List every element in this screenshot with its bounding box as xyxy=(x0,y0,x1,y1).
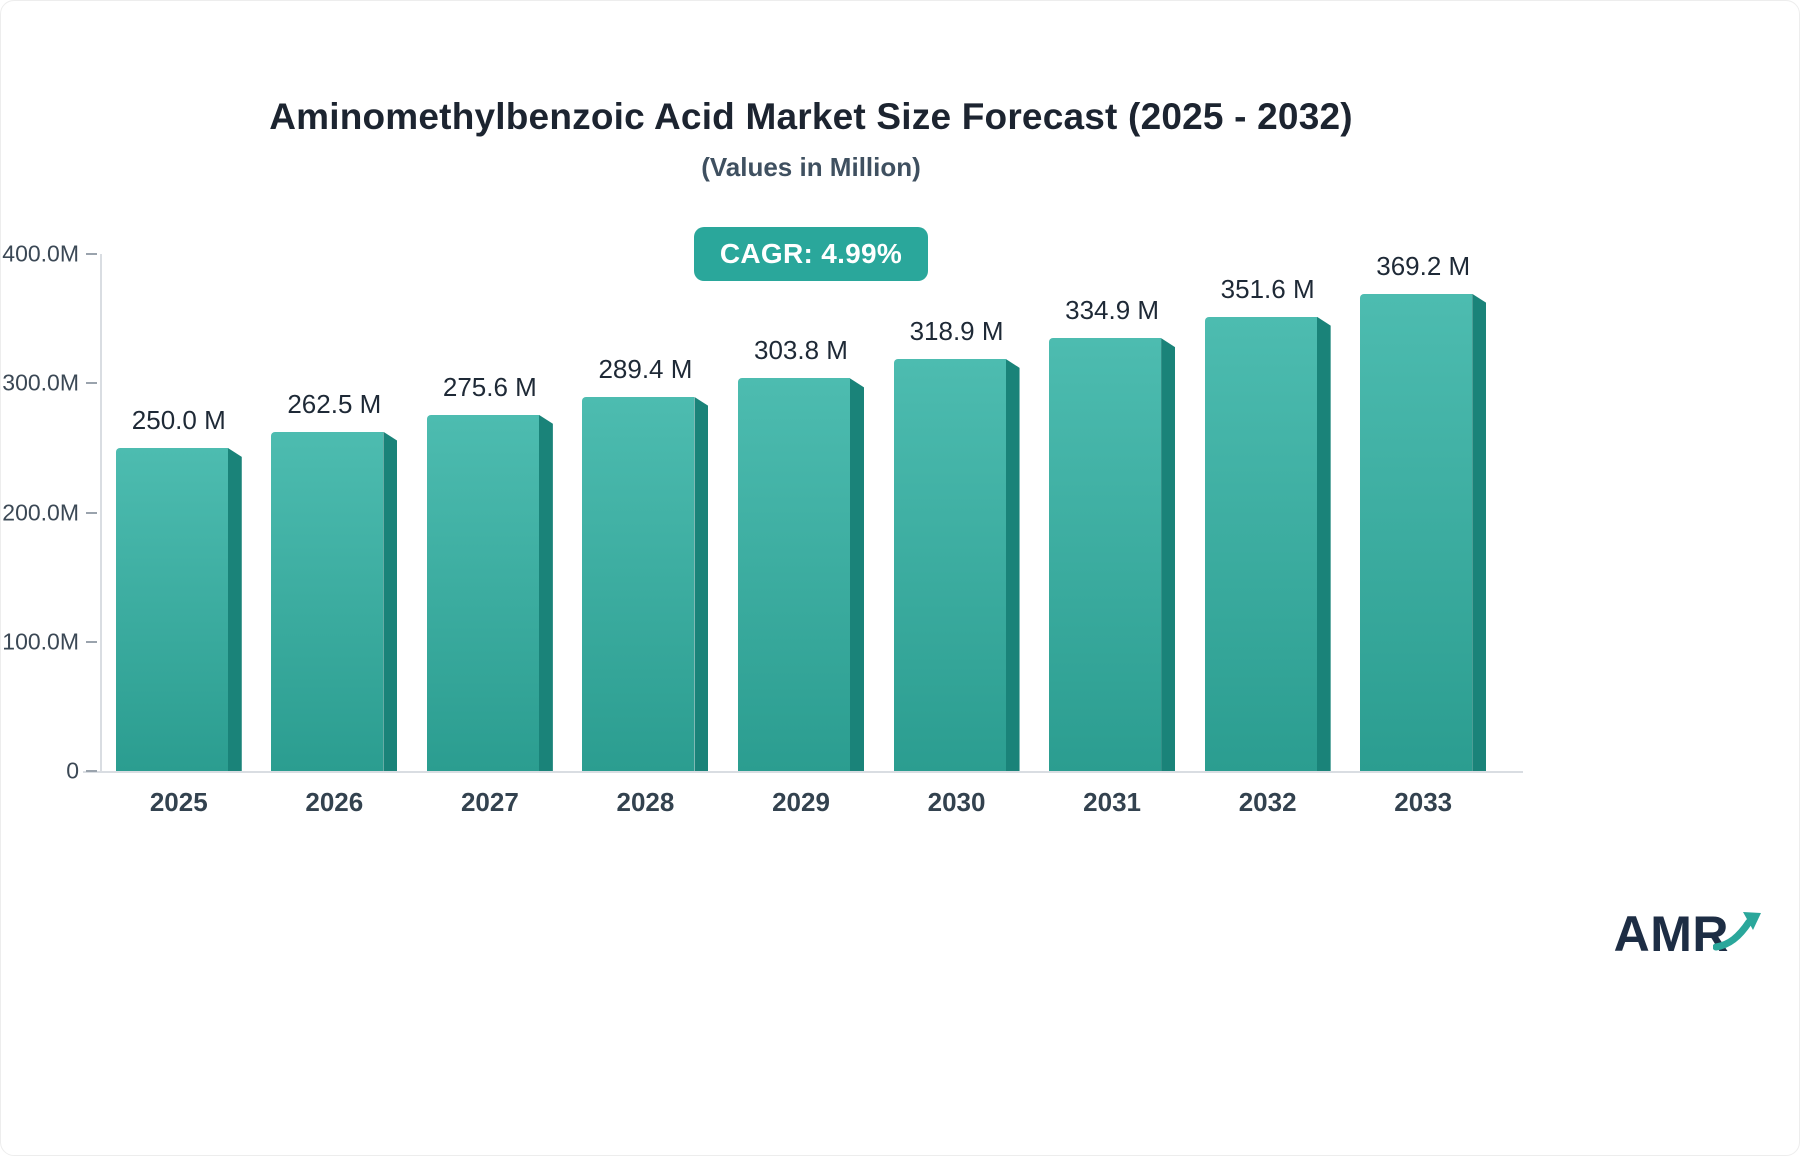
bar-side-shadow xyxy=(850,378,864,771)
bar-face xyxy=(1360,293,1473,771)
bar xyxy=(115,447,242,771)
x-tick-label: 2027 xyxy=(460,787,519,817)
bar xyxy=(271,431,398,771)
x-tick-label: 2033 xyxy=(1394,787,1453,817)
bar xyxy=(1049,338,1176,771)
bar xyxy=(1204,316,1331,771)
bar-value-label: 289.4 M xyxy=(598,353,693,384)
bar-value-label: 275.6 M xyxy=(442,371,537,402)
plot-area: 0 100.0M 200.0M 300.0M 400.0M 250.0 M 2025 262.… xyxy=(2,241,1523,817)
bar-side-shadow xyxy=(227,447,242,771)
bar xyxy=(426,414,553,771)
x-tick-label: 2031 xyxy=(1083,787,1142,817)
bar-face xyxy=(426,414,539,771)
y-tick-mark xyxy=(86,770,97,772)
bar-side-shadow xyxy=(383,431,398,771)
y-tick-mark xyxy=(86,511,97,514)
x-tick-label: 2032 xyxy=(1238,787,1297,817)
bar-face xyxy=(582,396,695,771)
y-tick-label: 0 xyxy=(66,757,79,784)
y-tick-label: 200.0M xyxy=(2,499,79,525)
x-axis-line xyxy=(83,771,1523,773)
badge-row: CAGR: 4.99% xyxy=(1,227,1621,281)
chart-subtitle: (Values in Million) xyxy=(701,152,921,182)
bar-value-label: 351.6 M xyxy=(1220,273,1315,304)
bar-side-shadow xyxy=(1316,316,1331,771)
amr-logo: AMR xyxy=(1614,905,1761,963)
y-tick-mark xyxy=(86,253,97,255)
bar-face xyxy=(1204,316,1317,771)
bar-face xyxy=(1049,338,1162,771)
bar-face xyxy=(893,358,1006,771)
bar-value-label: 250.0 M xyxy=(131,404,226,435)
bar-face xyxy=(115,447,228,771)
bar xyxy=(1360,293,1487,771)
y-tick-label: 300.0M xyxy=(2,369,79,396)
bar-side-shadow xyxy=(1472,293,1487,771)
x-tick-label: 2028 xyxy=(616,787,675,817)
y-tick-mark xyxy=(86,640,97,643)
chart-title: Aminomethylbenzoic Acid Market Size Fore… xyxy=(269,96,1353,137)
y-axis-line xyxy=(100,254,102,771)
x-tick-label: 2025 xyxy=(149,787,208,817)
bar xyxy=(893,358,1020,771)
amr-logo-text: AMR xyxy=(1613,906,1729,962)
y-tick-mark xyxy=(86,382,97,385)
bar-value-label: 303.8 M xyxy=(754,335,848,366)
bar-face xyxy=(738,378,850,771)
chart-content: Aminomethylbenzoic Acid Market Size Fore… xyxy=(1,1,1621,817)
y-tick-label: 100.0M xyxy=(2,628,79,655)
bar-face xyxy=(271,431,384,771)
bar-side-shadow xyxy=(1161,338,1176,771)
bar xyxy=(582,396,709,771)
x-tick-label: 2029 xyxy=(772,787,830,817)
y-tick-label: 400.0M xyxy=(2,240,79,267)
bar-side-shadow xyxy=(694,396,709,771)
bar-side-shadow xyxy=(1005,358,1020,771)
cagr-badge: CAGR: 4.99% xyxy=(693,227,929,281)
bar-value-label: 262.5 M xyxy=(287,388,382,419)
x-tick-label: 2026 xyxy=(305,787,364,817)
bar xyxy=(738,378,864,771)
bar-value-label: 334.9 M xyxy=(1065,295,1160,326)
bar-side-shadow xyxy=(538,414,553,771)
x-tick-label: 2030 xyxy=(927,787,986,817)
bar-value-label: 318.9 M xyxy=(909,315,1004,346)
logo-arrow-icon xyxy=(1713,912,1761,951)
bar-value-label: 369.2 M xyxy=(1376,250,1471,281)
